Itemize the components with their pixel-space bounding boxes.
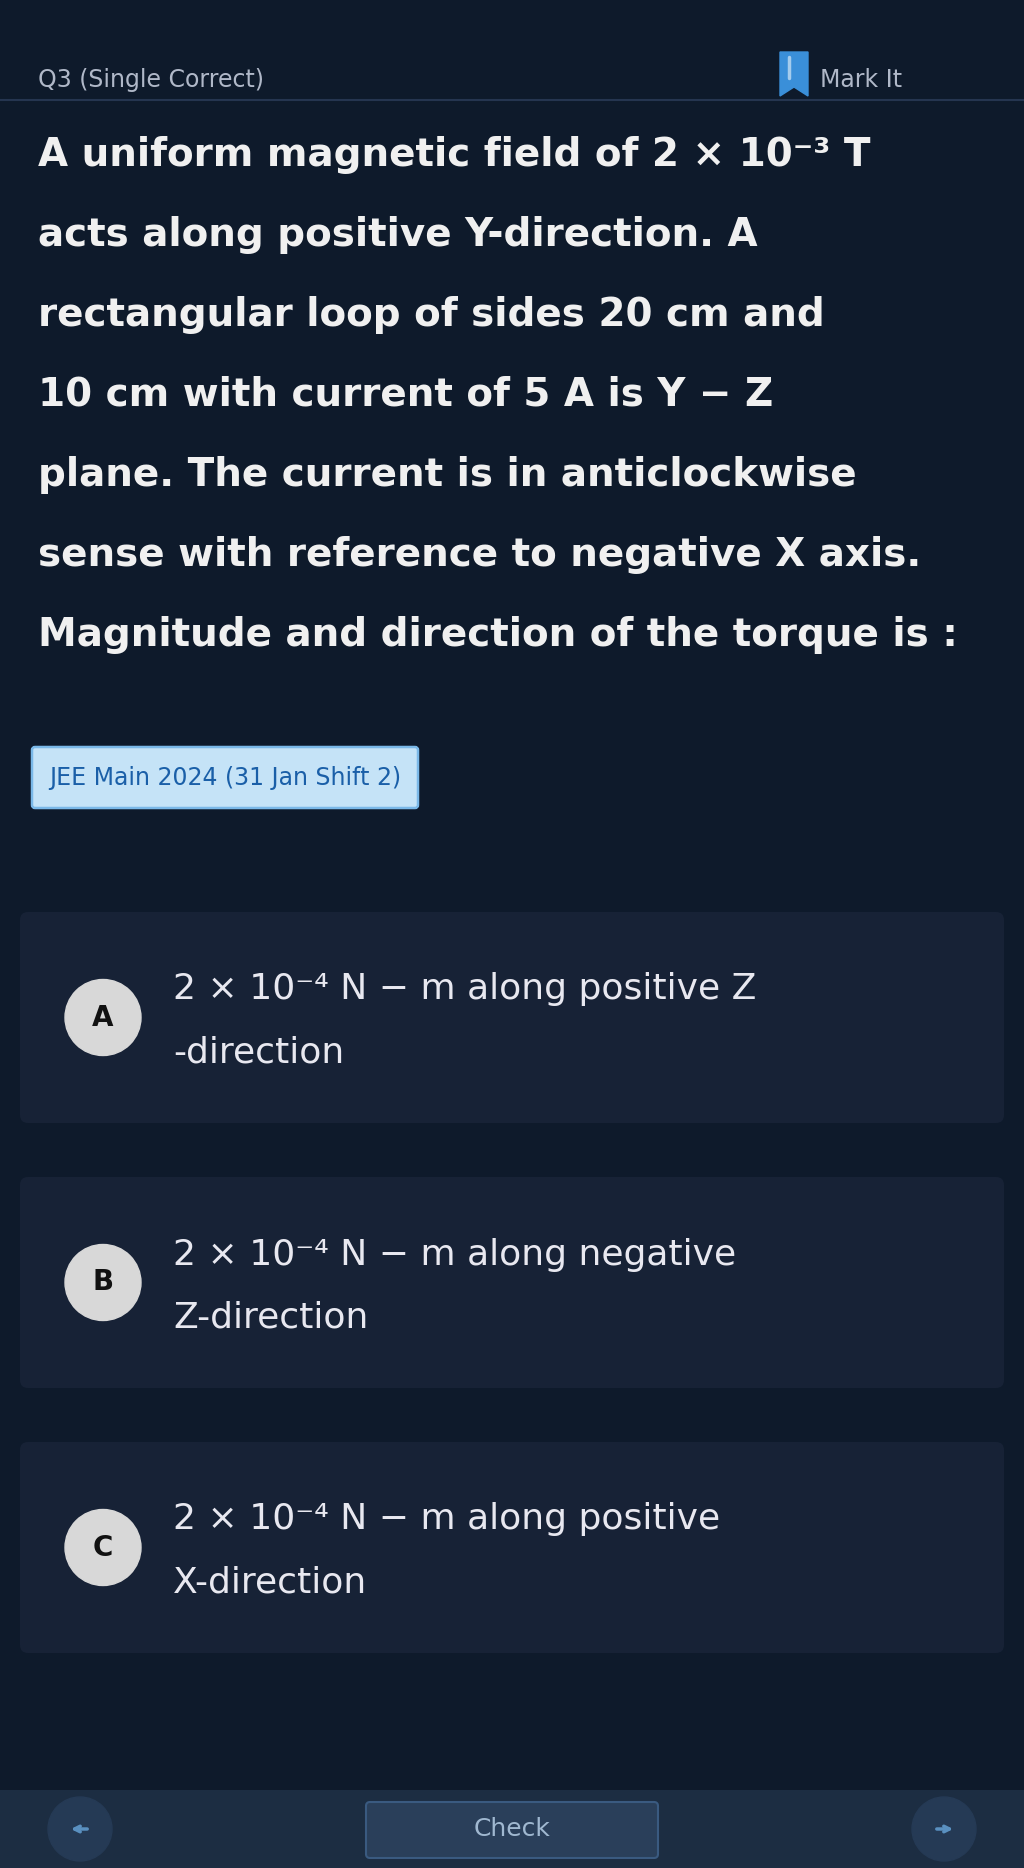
Text: X-direction: X-direction <box>173 1565 368 1599</box>
Text: B: B <box>92 1268 114 1296</box>
Text: Magnitude and direction of the torque is :: Magnitude and direction of the torque is… <box>38 616 957 654</box>
Circle shape <box>48 1797 112 1861</box>
Text: 2 × 10⁻⁴ N − m along negative: 2 × 10⁻⁴ N − m along negative <box>173 1237 736 1272</box>
Text: acts along positive Y-direction. A: acts along positive Y-direction. A <box>38 217 758 254</box>
Text: 2 × 10⁻⁴ N − m along positive: 2 × 10⁻⁴ N − m along positive <box>173 1502 720 1537</box>
Text: Q3 (Single Correct): Q3 (Single Correct) <box>38 67 264 92</box>
Text: C: C <box>93 1534 114 1562</box>
Polygon shape <box>780 52 808 95</box>
Circle shape <box>65 1509 141 1586</box>
FancyBboxPatch shape <box>20 1177 1004 1388</box>
Text: rectangular loop of sides 20 cm and: rectangular loop of sides 20 cm and <box>38 295 824 334</box>
Text: A uniform magnetic field of 2 × 10⁻³ T: A uniform magnetic field of 2 × 10⁻³ T <box>38 136 870 174</box>
Circle shape <box>65 979 141 1055</box>
Text: sense with reference to negative X axis.: sense with reference to negative X axis. <box>38 536 922 573</box>
FancyBboxPatch shape <box>20 912 1004 1123</box>
Text: A: A <box>92 1003 114 1031</box>
Text: JEE Main 2024 (31 Jan Shift 2): JEE Main 2024 (31 Jan Shift 2) <box>49 766 401 790</box>
FancyBboxPatch shape <box>20 1442 1004 1653</box>
Text: 10 cm with current of 5 A is Y − Z: 10 cm with current of 5 A is Y − Z <box>38 375 773 415</box>
Text: 2 × 10⁻⁴ N − m along positive Z: 2 × 10⁻⁴ N − m along positive Z <box>173 973 757 1007</box>
FancyBboxPatch shape <box>366 1803 658 1859</box>
Text: Mark It: Mark It <box>820 67 902 92</box>
Bar <box>0 1790 1024 1868</box>
Text: plane. The current is in anticlockwise: plane. The current is in anticlockwise <box>38 456 857 493</box>
FancyBboxPatch shape <box>32 747 418 809</box>
Circle shape <box>65 1244 141 1321</box>
Text: Check: Check <box>473 1818 551 1842</box>
Circle shape <box>912 1797 976 1861</box>
Text: Z-direction: Z-direction <box>173 1300 369 1334</box>
Text: -direction: -direction <box>173 1035 344 1070</box>
